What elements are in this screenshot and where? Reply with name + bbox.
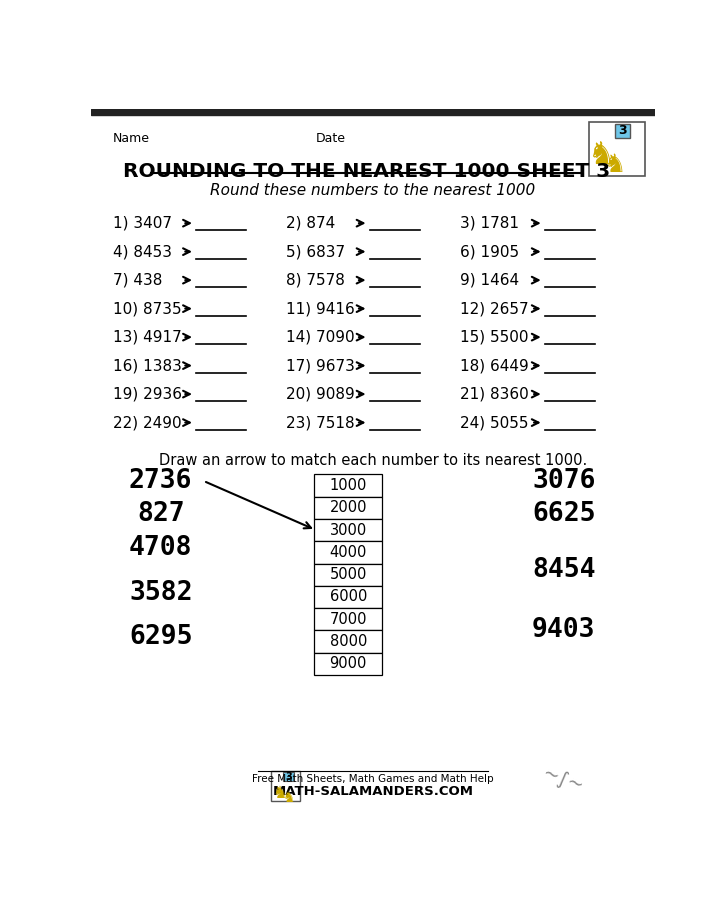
Text: 23) 7518: 23) 7518 <box>286 415 355 430</box>
Text: MATH-SALAMANDERS.COM: MATH-SALAMANDERS.COM <box>272 785 474 798</box>
Text: 14) 7090: 14) 7090 <box>286 329 355 345</box>
Text: 20) 9089: 20) 9089 <box>286 387 355 401</box>
Text: 2) 874: 2) 874 <box>286 216 336 230</box>
Text: ♞: ♞ <box>272 784 287 802</box>
Bar <box>590 122 645 177</box>
Text: 1) 3407: 1) 3407 <box>113 216 172 230</box>
Text: ♞: ♞ <box>604 153 626 177</box>
Text: 11) 9416: 11) 9416 <box>286 301 355 316</box>
Text: 9403: 9403 <box>532 618 596 643</box>
Bar <box>314 631 382 652</box>
Bar <box>314 497 382 519</box>
Text: 15) 5500: 15) 5500 <box>460 329 529 345</box>
Bar <box>314 652 382 675</box>
Text: 24) 5055: 24) 5055 <box>460 415 529 430</box>
Text: 8) 7578: 8) 7578 <box>286 273 345 288</box>
Bar <box>615 124 630 137</box>
Text: Name: Name <box>113 132 150 146</box>
Text: 3: 3 <box>618 125 627 137</box>
Bar <box>314 519 382 541</box>
Text: Round these numbers to the nearest 1000: Round these numbers to the nearest 1000 <box>210 183 536 198</box>
Text: ~∫~: ~∫~ <box>540 764 587 797</box>
Text: 4000: 4000 <box>330 545 367 560</box>
Bar <box>314 563 382 586</box>
Text: ♞: ♞ <box>282 791 295 804</box>
Text: 3076: 3076 <box>532 468 596 494</box>
Text: 19) 2936: 19) 2936 <box>113 387 182 401</box>
Bar <box>314 474 382 497</box>
Text: 18) 6449: 18) 6449 <box>460 359 529 373</box>
Text: 6295: 6295 <box>129 624 192 650</box>
Text: 4708: 4708 <box>129 535 192 561</box>
Text: Free Math Sheets, Math Games and Math Help: Free Math Sheets, Math Games and Math He… <box>253 774 494 784</box>
Text: ♞: ♞ <box>587 141 614 170</box>
Text: 827: 827 <box>137 501 185 528</box>
Text: 6) 1905: 6) 1905 <box>460 244 519 259</box>
Text: 5000: 5000 <box>330 567 367 582</box>
Text: 16) 1383: 16) 1383 <box>113 359 181 373</box>
Bar <box>283 773 294 782</box>
Text: 3582: 3582 <box>129 580 192 605</box>
Text: 6625: 6625 <box>532 501 596 528</box>
Text: 7) 438: 7) 438 <box>113 273 162 288</box>
Text: 6000: 6000 <box>330 590 367 604</box>
Text: ROUNDING TO THE NEAREST 1000 SHEET 3: ROUNDING TO THE NEAREST 1000 SHEET 3 <box>122 162 610 180</box>
Text: 22) 2490: 22) 2490 <box>113 415 181 430</box>
Bar <box>314 608 382 631</box>
Text: 3000: 3000 <box>330 522 367 538</box>
Text: Date: Date <box>316 132 346 146</box>
Text: 2736: 2736 <box>129 468 192 494</box>
Text: 8454: 8454 <box>532 557 596 583</box>
Text: 17) 9673: 17) 9673 <box>286 359 355 373</box>
Text: 5) 6837: 5) 6837 <box>286 244 345 259</box>
Text: 4) 8453: 4) 8453 <box>113 244 172 259</box>
Bar <box>314 541 382 563</box>
Text: 13) 4917: 13) 4917 <box>113 329 181 345</box>
Text: 9) 1464: 9) 1464 <box>460 273 519 288</box>
Text: 8000: 8000 <box>330 634 367 649</box>
Text: 3: 3 <box>285 772 292 782</box>
Bar <box>91 109 655 115</box>
Text: 2000: 2000 <box>330 501 367 515</box>
Text: 21) 8360: 21) 8360 <box>460 387 529 401</box>
Text: 1000: 1000 <box>330 478 367 493</box>
Bar <box>271 772 300 801</box>
Text: 10) 8735: 10) 8735 <box>113 301 181 316</box>
Text: Draw an arrow to match each number to its nearest 1000.: Draw an arrow to match each number to it… <box>159 452 587 468</box>
Text: 9000: 9000 <box>330 656 367 672</box>
Text: 12) 2657: 12) 2657 <box>460 301 529 316</box>
Bar <box>314 586 382 608</box>
Text: 7000: 7000 <box>330 612 367 627</box>
Text: 3) 1781: 3) 1781 <box>460 216 519 230</box>
